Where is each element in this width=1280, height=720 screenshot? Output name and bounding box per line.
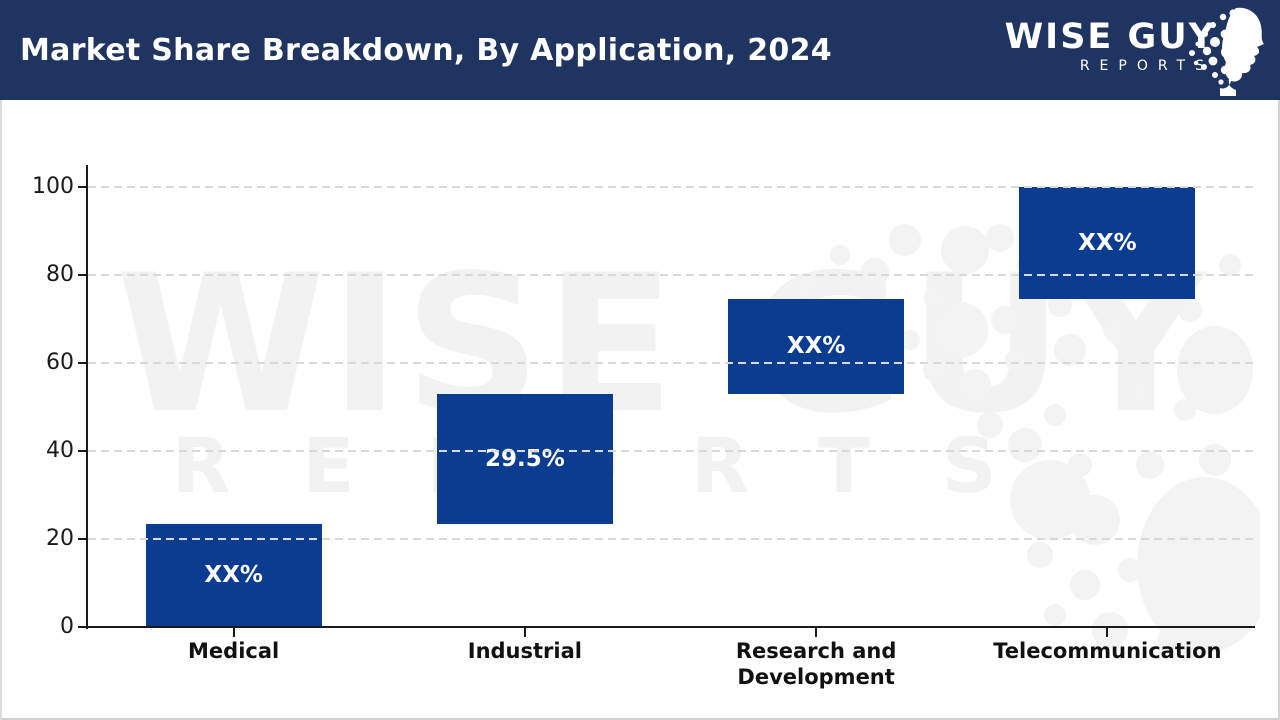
bar-value-label: XX%	[204, 562, 263, 589]
y-tick-mark-20	[78, 538, 87, 540]
bar-medical: XX%	[145, 523, 322, 627]
y-tick-mark-100	[78, 186, 87, 188]
bar-value-label: XX%	[786, 333, 846, 360]
gridline-100	[88, 186, 1253, 188]
bar-telecommunication: XX%	[1019, 187, 1196, 300]
y-tick-label-40: 40	[46, 438, 74, 463]
logo-wordmark-line2: REPORTS	[1079, 57, 1214, 74]
gridline-80	[88, 274, 1253, 276]
y-tick-mark-40	[78, 450, 87, 452]
logo-wordmark-line1: WISE GUY	[1004, 17, 1216, 57]
gridline-60	[88, 362, 1253, 364]
y-tick-label-0: 0	[60, 614, 74, 639]
x-tick-mark-0	[232, 628, 235, 637]
chart-area: WISE GUY REPORTS	[0, 100, 1280, 720]
watermark-subtitle: REPORTS	[172, 421, 1069, 510]
x-tick-mark-1	[523, 628, 526, 637]
y-tick-label-80: 80	[46, 262, 74, 287]
wise-guy-logo: WISE GUY REPORTS	[990, 0, 1280, 100]
bar-industrial: 29.5%	[436, 393, 613, 524]
y-tick-label-100: 100	[32, 174, 74, 199]
gridline-20	[88, 538, 1253, 540]
header-bar: Market Share Breakdown, By Application, …	[0, 0, 1280, 100]
y-axis-line	[86, 165, 88, 629]
x-tick-label-0: Medical	[188, 639, 280, 663]
x-axis-line	[86, 626, 1255, 628]
y-tick-label-20: 20	[46, 526, 74, 551]
y-tick-mark-0	[78, 626, 87, 628]
x-tick-label-2: Research and Development	[735, 639, 897, 689]
y-tick-label-60: 60	[46, 350, 74, 375]
watermark-wordmark: WISE GUY	[116, 234, 1209, 455]
y-tick-mark-60	[78, 362, 87, 364]
bar-research-and-development: XX%	[728, 299, 905, 394]
gridline-40	[88, 450, 1253, 452]
logo-face-icon	[1189, 7, 1264, 96]
x-tick-mark-3	[1106, 628, 1109, 637]
watermark-dots-pattern	[793, 224, 1260, 662]
bar-value-label: 29.5%	[484, 445, 565, 472]
x-tick-label-3: Telecommunication	[993, 639, 1222, 663]
x-tick-label-1: Industrial	[467, 639, 582, 663]
logo-wordmark: WISE GUY REPORTS	[1005, 18, 1216, 74]
bar-value-label: XX%	[1078, 230, 1137, 257]
page-title: Market Share Breakdown, By Application, …	[20, 32, 832, 68]
x-tick-mark-2	[815, 628, 818, 637]
y-tick-mark-80	[78, 274, 87, 276]
